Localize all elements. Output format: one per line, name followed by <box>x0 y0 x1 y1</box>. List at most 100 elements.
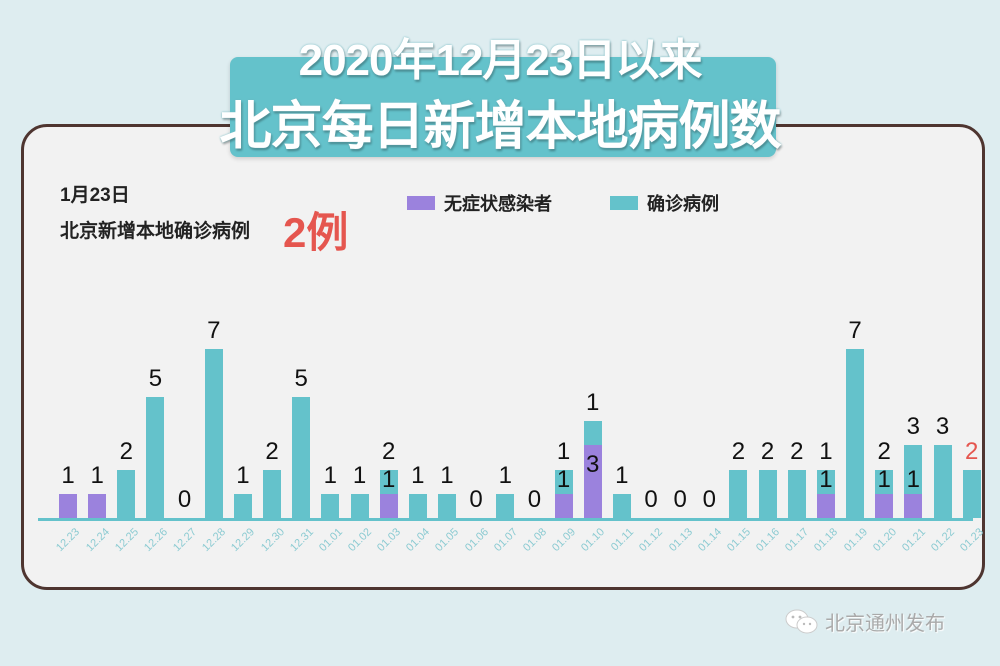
bar-value-label: 1 <box>90 461 104 489</box>
x-tick-label: 12.30 <box>258 526 287 554</box>
bar-segment-asymptomatic <box>583 445 602 518</box>
bar-value-label: 1 <box>61 461 75 489</box>
bar-segment-confirmed <box>350 493 369 518</box>
x-tick-label: 01.15 <box>724 526 753 554</box>
x-tick-label: 01.21 <box>899 526 928 554</box>
bar-segment-asymptomatic <box>379 493 398 518</box>
x-tick-label: 01.18 <box>812 526 841 554</box>
bar-01.04 <box>408 493 427 518</box>
bar-segment-asymptomatic <box>875 493 894 518</box>
bar-inner-label: 3 <box>586 451 600 479</box>
bar-01.05 <box>437 493 456 518</box>
x-tick-label: 12.24 <box>83 526 112 554</box>
bar-12.29 <box>233 493 252 518</box>
bar-value-label: 2 <box>790 437 804 465</box>
bar-value-label: 2 <box>964 437 979 465</box>
bar-01.11 <box>612 493 631 518</box>
bar-inner-label: 1 <box>381 465 396 493</box>
x-tick-label: 01.13 <box>666 526 695 554</box>
bar-value-label: 0 <box>469 486 483 513</box>
x-tick-label: 01.03 <box>375 526 404 554</box>
bar-01.03 <box>379 469 398 518</box>
x-tick-label: 01.12 <box>637 526 666 554</box>
wechat-icon <box>785 609 818 633</box>
summary-text: 北京新增本地确诊病例 <box>60 221 251 242</box>
legend-swatch-asymptomatic <box>407 196 435 210</box>
bar-01.20 <box>875 469 894 518</box>
bar-value-label: 1 <box>556 437 571 465</box>
bar-segment-confirmed <box>204 348 223 518</box>
bar-01.19 <box>846 348 865 518</box>
x-tick-label: 01.05 <box>433 526 462 554</box>
bar-value-label: 1 <box>615 461 629 489</box>
bar-01.22 <box>933 445 952 518</box>
bar-value-label: 0 <box>644 486 658 513</box>
legend-label: 确诊病例 <box>647 194 719 214</box>
bar-value-label: 1 <box>411 461 425 489</box>
bar-12.24 <box>88 493 107 518</box>
bar-inner-label: 1 <box>556 465 571 493</box>
bar-segment-confirmed <box>729 469 748 518</box>
legend-item-asymptomatic: 无症状感染者 <box>407 190 552 216</box>
bar-segment-confirmed <box>554 469 573 494</box>
x-tick-label: 12.29 <box>229 526 258 554</box>
x-tick-label: 01.22 <box>929 526 957 554</box>
bar-segment-asymptomatic <box>59 493 77 518</box>
x-tick-label: 01.06 <box>462 526 491 554</box>
bar-value-label: 1 <box>236 461 250 489</box>
x-tick-label: 01.14 <box>695 526 724 554</box>
bar-segment-confirmed <box>758 469 777 518</box>
x-tick-label: 12.23 <box>54 526 83 554</box>
bar-inner-label: 1 <box>906 465 921 493</box>
bar-01.01 <box>321 493 340 518</box>
x-tick-label: 12.25 <box>112 526 141 554</box>
title-line-2: 北京每日新增本地病例数 <box>219 98 781 156</box>
bar-value-label: 1 <box>323 461 338 489</box>
bar-01.17 <box>787 469 806 518</box>
bar-segment-confirmed <box>321 493 340 518</box>
bar-12.31 <box>292 397 311 518</box>
bar-01.15 <box>729 469 748 518</box>
bar-value-label: 2 <box>119 437 133 465</box>
bar-value-label: 3 <box>906 413 921 441</box>
x-tick-label: 01.10 <box>579 526 608 554</box>
bar-value-label: 1 <box>352 461 367 489</box>
bar-value-label: 5 <box>148 365 163 392</box>
bar-01.21 <box>904 445 923 518</box>
bar-segment-confirmed <box>787 469 806 518</box>
bar-01.10 <box>583 421 602 518</box>
bar-segment-confirmed <box>904 445 923 494</box>
bar-12.25 <box>117 469 136 518</box>
legend-label: 无症状感染者 <box>444 194 552 214</box>
bar-01.18 <box>816 469 835 518</box>
bar-12.28 <box>204 348 223 518</box>
bar-value-label: 0 <box>702 486 716 513</box>
bar-inner-label: 1 <box>819 465 833 493</box>
bar-segment-asymptomatic <box>554 493 573 518</box>
bar-value-label: 0 <box>673 486 687 513</box>
bar-value-label: 1 <box>819 437 833 465</box>
x-tick-label: 01.08 <box>520 526 549 554</box>
x-tick-label: 01.04 <box>404 526 433 554</box>
x-tick-label: 12.26 <box>141 526 170 554</box>
bar-segment-confirmed <box>292 397 311 518</box>
bar-value-label: 2 <box>760 437 775 465</box>
bar-segment-confirmed <box>816 469 835 494</box>
bar-01.07 <box>496 493 515 518</box>
bar-value-label: 3 <box>935 413 950 441</box>
bar-segment-confirmed <box>408 493 427 518</box>
x-tick-label: 12.27 <box>171 526 200 554</box>
bar-12.26 <box>146 397 165 518</box>
bar-01.02 <box>350 493 369 518</box>
bar-segment-confirmed <box>875 469 894 494</box>
bar-value-label: 1 <box>586 389 600 417</box>
bar-value-label: 2 <box>381 437 396 465</box>
summary-count: 2例 <box>283 209 349 256</box>
x-tick-label: 01.23 <box>958 526 987 554</box>
bar-segment-confirmed <box>233 493 252 518</box>
bar-12.23 <box>59 493 77 518</box>
bar-segment-asymptomatic <box>88 493 107 518</box>
bar-segment-confirmed <box>612 493 631 518</box>
x-tick-label: 01.01 <box>316 526 345 554</box>
